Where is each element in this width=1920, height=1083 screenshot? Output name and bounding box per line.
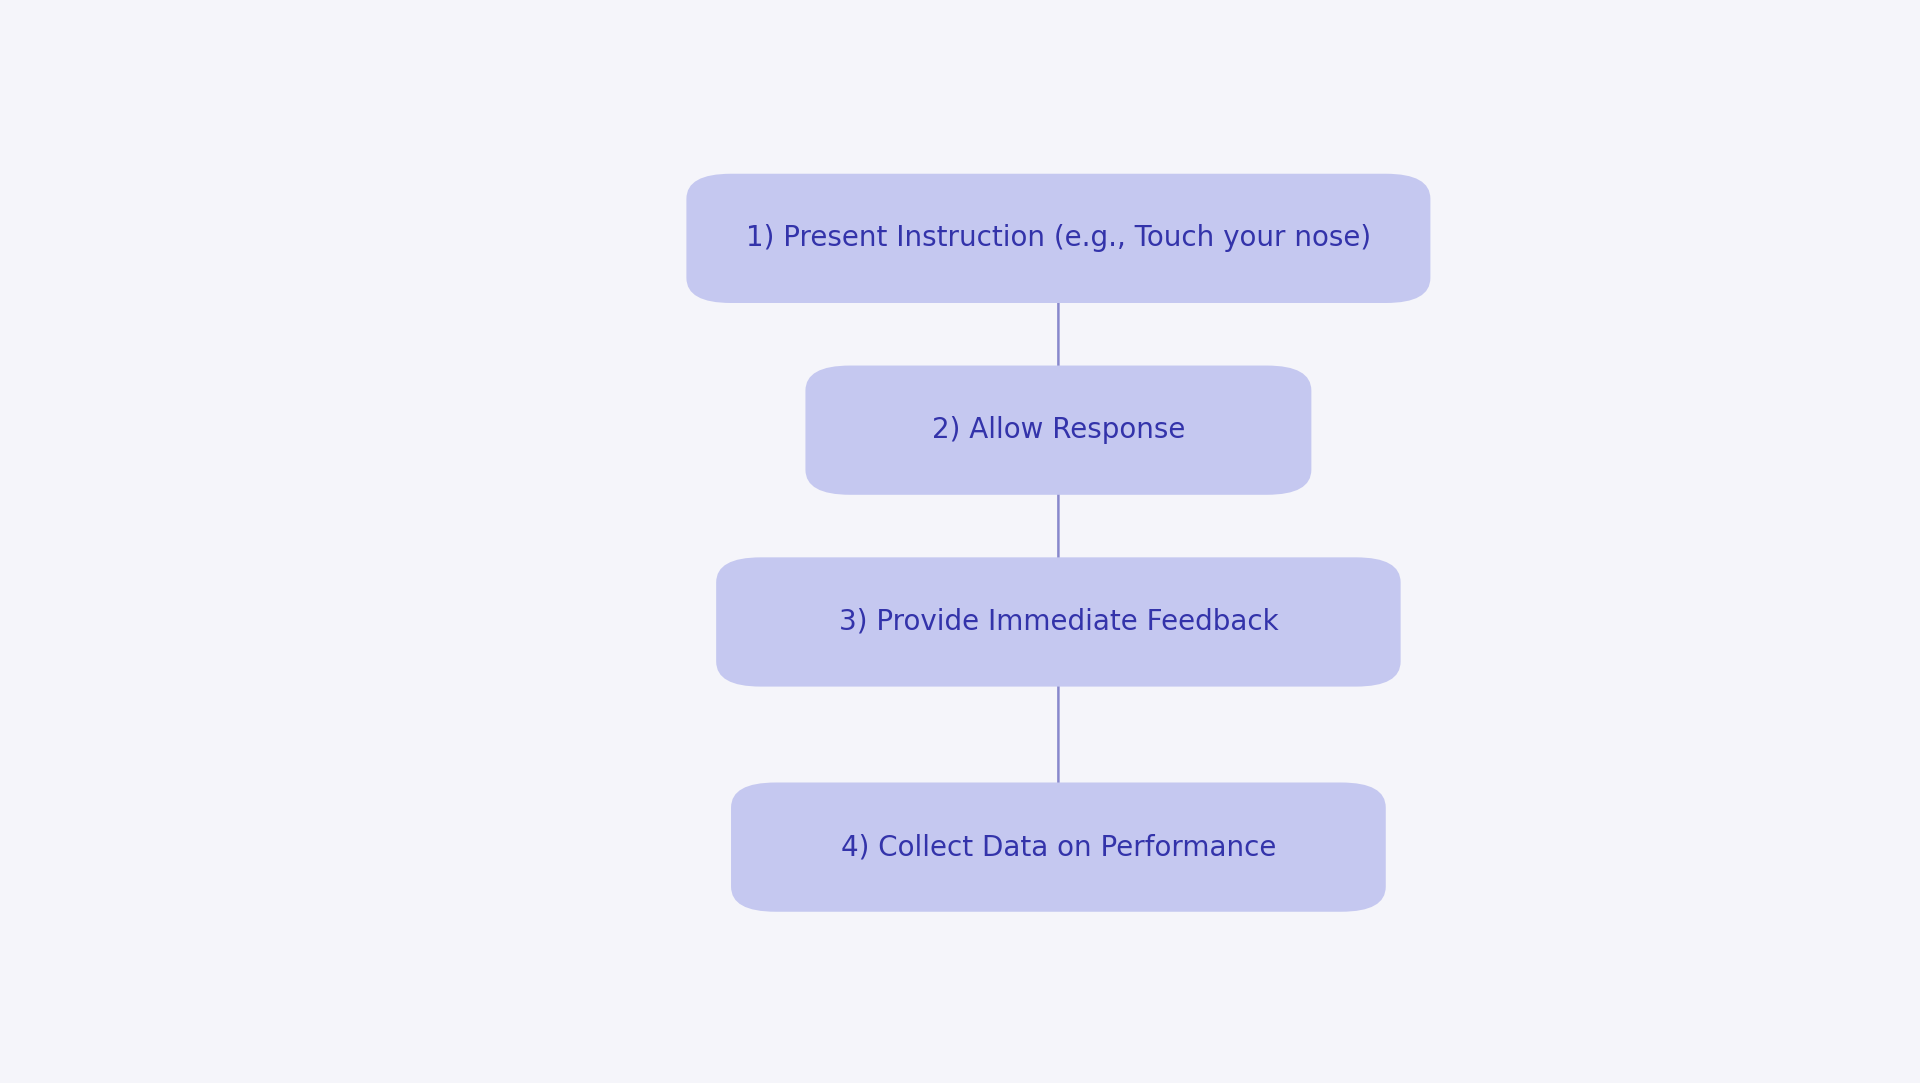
Text: 3) Provide Immediate Feedback: 3) Provide Immediate Feedback xyxy=(839,608,1279,636)
Text: 1) Present Instruction (e.g., Touch your nose): 1) Present Instruction (e.g., Touch your… xyxy=(745,224,1371,252)
FancyBboxPatch shape xyxy=(716,558,1402,687)
Text: 4) Collect Data on Performance: 4) Collect Data on Performance xyxy=(841,833,1277,861)
FancyBboxPatch shape xyxy=(806,366,1311,495)
FancyBboxPatch shape xyxy=(687,173,1430,303)
Text: 2) Allow Response: 2) Allow Response xyxy=(931,416,1185,444)
FancyBboxPatch shape xyxy=(732,783,1386,912)
